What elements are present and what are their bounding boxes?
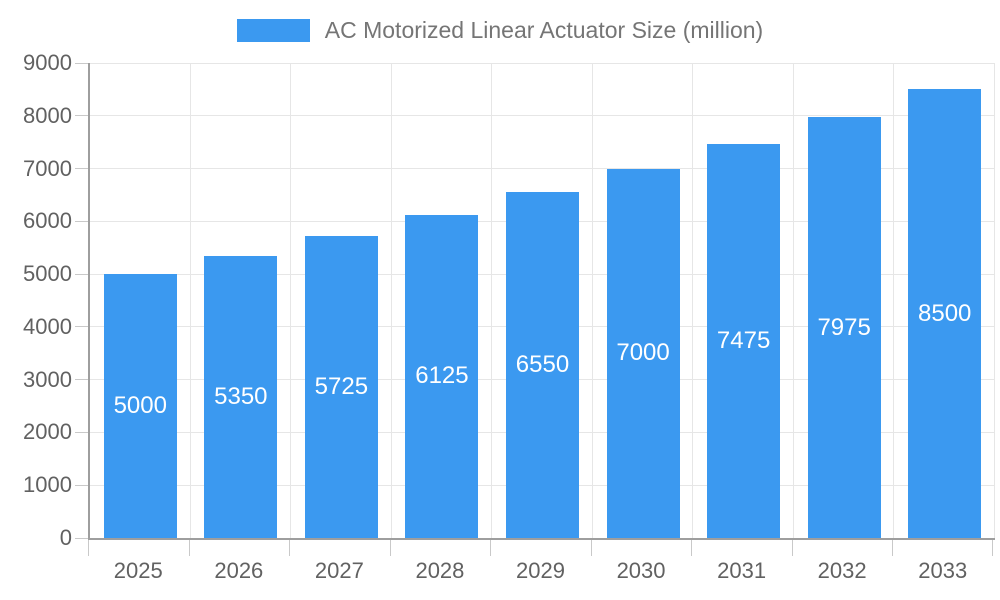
x-axis-tick <box>188 540 190 556</box>
x-axis-tick <box>590 540 592 556</box>
gridline-vertical <box>189 63 191 538</box>
bar-value-label: 7975 <box>817 313 871 341</box>
bar-2032[interactable]: 7975 <box>807 117 881 538</box>
y-axis-tick <box>75 379 88 381</box>
gridline-horizontal <box>90 168 995 170</box>
legend-swatch <box>236 18 310 42</box>
legend-label: AC Motorized Linear Actuator Size (milli… <box>324 17 764 43</box>
y-axis-tick <box>75 326 88 328</box>
x-axis-label: 2031 <box>717 558 767 583</box>
gridline-vertical <box>893 63 895 538</box>
bar-2028[interactable]: 6125 <box>405 214 479 538</box>
bar-value-label: 8500 <box>918 299 972 327</box>
bar-2031[interactable]: 7475 <box>707 143 781 538</box>
bar-2033[interactable]: 8500 <box>908 89 982 538</box>
gridline-vertical <box>792 63 794 538</box>
gridline-vertical <box>290 63 292 538</box>
y-axis-tick <box>75 484 88 486</box>
gridline-horizontal <box>90 62 995 64</box>
x-axis-label: 2026 <box>214 558 264 583</box>
y-axis-label: 7000 <box>23 155 72 181</box>
y-axis-tick <box>75 220 88 222</box>
y-axis-label: 1000 <box>23 472 72 498</box>
x-axis-tick <box>289 540 291 556</box>
y-axis-label: 4000 <box>23 313 72 339</box>
y-axis-tick <box>75 273 88 275</box>
bar-value-label: 6125 <box>415 362 469 390</box>
x-axis-label: 2027 <box>314 558 364 583</box>
y-axis: 0 1000 2000 3000 4000 5000 6000 7000 8000 9000 <box>0 52 88 549</box>
y-axis-tick <box>75 537 88 539</box>
x-axis-label: 2030 <box>616 558 666 583</box>
y-axis-label: 6000 <box>23 208 72 234</box>
bar-value-label: 7000 <box>616 339 670 367</box>
y-axis-label: 5000 <box>23 261 72 287</box>
x-axis-label: 2028 <box>415 558 465 583</box>
gridline-horizontal <box>90 115 995 117</box>
y-axis-label: 9000 <box>23 50 72 75</box>
bar-value-label: 6550 <box>515 351 570 379</box>
y-axis-tick <box>75 168 88 170</box>
x-axis-tick <box>490 540 492 556</box>
x-axis-label: 2025 <box>113 558 163 583</box>
x-axis-label: 2029 <box>516 558 565 583</box>
y-axis-label: 8000 <box>23 102 72 128</box>
bar-2026[interactable]: 5350 <box>204 255 278 538</box>
x-axis-tick <box>992 540 993 556</box>
x-axis: 2025 2026 2027 2028 2029 2030 2031 2032 2033 <box>88 540 993 600</box>
bar-2025[interactable]: 5000 <box>103 274 177 538</box>
bar-2029[interactable]: 6550 <box>506 192 579 538</box>
x-axis-tick <box>88 540 89 556</box>
y-axis-label: 3000 <box>23 366 72 392</box>
gridline-vertical <box>692 63 694 538</box>
x-axis-tick <box>791 540 793 556</box>
y-axis-label: 2000 <box>23 419 72 445</box>
bar-2030[interactable]: 7000 <box>606 168 680 538</box>
bar-value-label: 5000 <box>113 392 167 420</box>
plot-area: 5000 5350 5725 6125 6550 7000 7475 7975 8500 <box>88 62 995 540</box>
x-axis-tick <box>892 540 894 556</box>
bar-value-label: 7475 <box>716 326 771 354</box>
x-axis-label: 2033 <box>918 558 968 583</box>
x-axis-tick <box>691 540 693 556</box>
bar-value-label: 5350 <box>214 382 268 410</box>
legend[interactable]: AC Motorized Linear Actuator Size (milli… <box>0 16 1000 44</box>
x-axis-tick <box>389 540 391 556</box>
gridline-vertical <box>994 63 995 538</box>
y-axis-label: 0 <box>59 525 72 550</box>
bar-value-label: 5725 <box>314 372 369 400</box>
x-axis-label: 2032 <box>817 558 867 583</box>
y-axis-tick <box>75 431 88 433</box>
y-axis-tick <box>75 115 88 117</box>
gridline-vertical <box>591 63 593 538</box>
y-axis-tick <box>75 62 88 64</box>
gridline-vertical <box>390 63 392 538</box>
gridline-vertical <box>491 63 493 538</box>
bar-2027[interactable]: 5725 <box>304 235 378 538</box>
